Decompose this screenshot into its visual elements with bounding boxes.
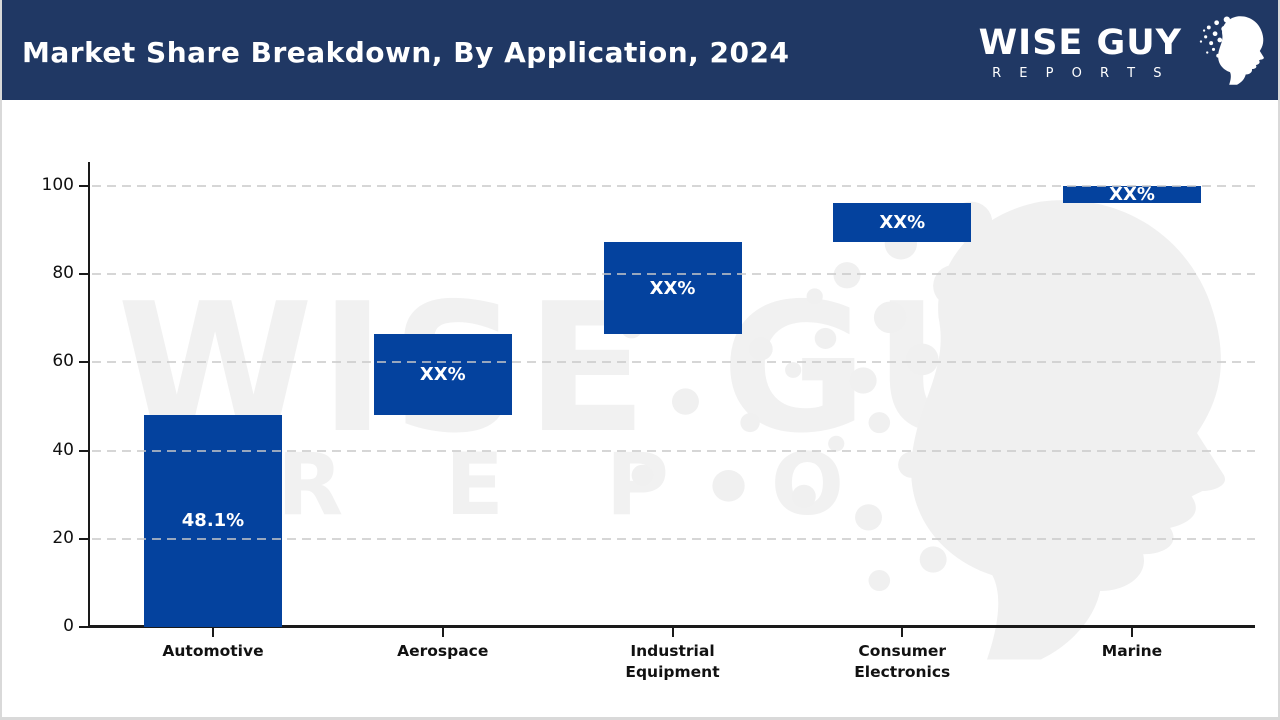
- bar-segment: XX%: [603, 242, 742, 334]
- y-tick-label: 40: [52, 439, 74, 460]
- head-dots: [1199, 16, 1264, 85]
- dotted-head-profile-icon: [1199, 16, 1264, 85]
- gridline: [92, 273, 1255, 276]
- bar-value-label: XX%: [419, 363, 466, 385]
- logo-wordmark: WISE GUY: [978, 23, 1182, 63]
- y-tick-mark: [79, 626, 88, 628]
- wise-guy-reports-logo: WISE GUY R E P O R T S: [979, 6, 1270, 92]
- x-tick-label: Automotive: [162, 642, 264, 660]
- gridline: [92, 537, 1255, 540]
- gridline: [92, 449, 1255, 452]
- x-tick-mark: [671, 628, 674, 637]
- y-tick-label: 0: [63, 616, 74, 636]
- x-tick-mark: [1131, 628, 1133, 637]
- chart-area: WISE GUY R E P O R T S: [2, 100, 1278, 717]
- x-tick-mark: [212, 628, 214, 637]
- x-tick-label: Marine: [1101, 642, 1163, 660]
- bar-segment: 48.1%: [144, 414, 282, 627]
- logo-subtitle: R E P O R T S: [992, 66, 1169, 81]
- y-tick-label: 60: [52, 351, 74, 372]
- page-title: Market Share Breakdown, By Application, …: [22, 36, 790, 69]
- logo-text: WISE GUY R E P O R T S: [979, 23, 1182, 81]
- gridline: [92, 361, 1255, 364]
- gridline: [92, 185, 1255, 187]
- bar-value-label: XX%: [1109, 184, 1155, 206]
- y-tick-mark: [79, 449, 88, 452]
- bar-segment: XX%: [1063, 184, 1201, 206]
- x-tick-mark: [441, 628, 444, 637]
- bar-segment: XX%: [833, 203, 972, 243]
- y-tick-label: 20: [52, 527, 74, 548]
- x-axis-line: [88, 625, 1255, 628]
- bar-value-label: XX%: [879, 212, 926, 234]
- waterfall-plot: 0 20 40 60 80 100 48.1% Automotive XX% Aerospace X…: [2, 100, 1278, 717]
- x-tick-label: Consumer Electronics: [854, 642, 951, 681]
- bar-value-label: 48.1%: [181, 510, 245, 532]
- y-tick-mark: [79, 361, 88, 364]
- bar-segment: XX%: [373, 333, 512, 415]
- header-banner: Market Share Breakdown, By Application, …: [2, 0, 1278, 100]
- x-tick-label: Industrial Equipment: [625, 642, 720, 681]
- y-tick-mark: [79, 273, 88, 276]
- y-tick-label: 100: [41, 175, 74, 195]
- x-tick-label: Aerospace: [397, 642, 489, 660]
- x-tick-mark: [901, 628, 904, 637]
- y-tick-label: 80: [52, 263, 74, 284]
- y-axis-line: [88, 162, 90, 628]
- bar-value-label: XX%: [649, 277, 696, 299]
- y-tick-mark: [79, 185, 88, 187]
- face-profile: [1218, 16, 1264, 85]
- y-tick-mark: [79, 537, 88, 540]
